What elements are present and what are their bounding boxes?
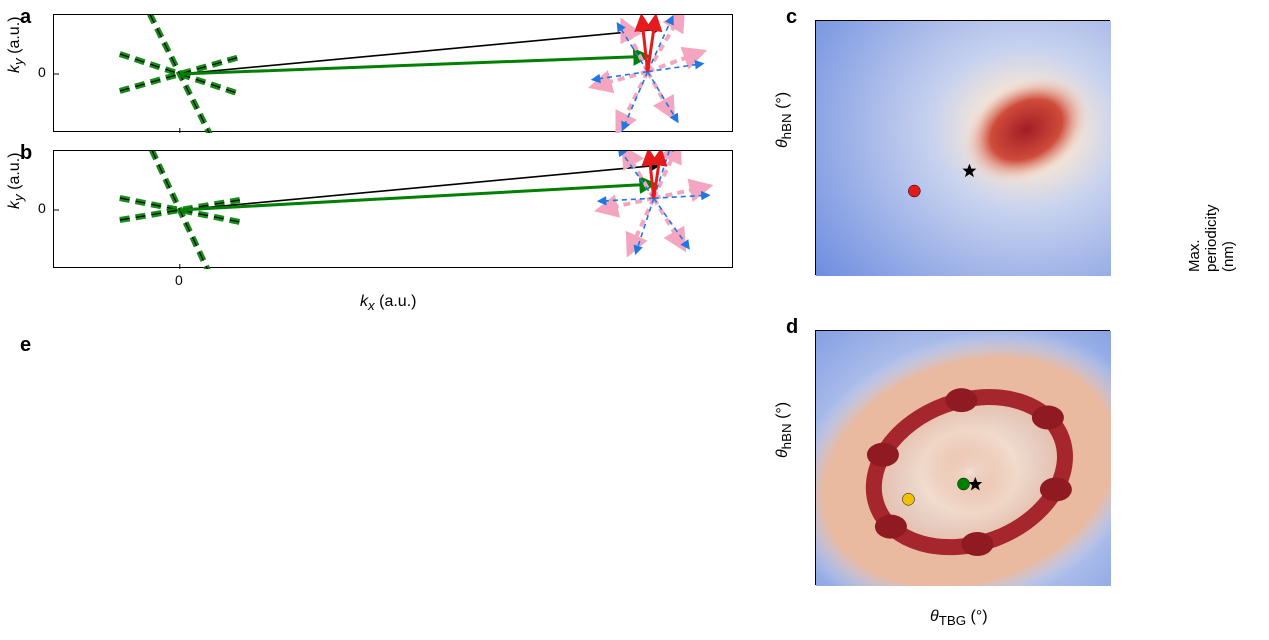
panel-c-ylabel: θhBN (°) bbox=[774, 92, 794, 148]
panel-d-xlabel: θTBG (°) bbox=[930, 608, 988, 628]
colorbar-title: Max. periodicity (nm) bbox=[1186, 189, 1237, 272]
cmap-max: Max bbox=[168, 522, 193, 537]
panel-c-frame bbox=[815, 20, 1110, 275]
cmap-min: Min bbox=[92, 522, 113, 537]
panel-b-ylabel: ky (a.u.) bbox=[6, 153, 26, 209]
thumb-1 bbox=[290, 358, 505, 573]
panel-d-ylabel: θhBN (°) bbox=[774, 402, 794, 458]
label-d: d bbox=[786, 316, 798, 339]
panel-a-svg bbox=[54, 15, 734, 133]
colorbar bbox=[1122, 20, 1142, 275]
panel-b-ytick: 0 bbox=[38, 200, 46, 216]
panel-d-frame bbox=[815, 330, 1110, 585]
panel-a-frame bbox=[53, 14, 733, 132]
xtick-ab: 0 bbox=[175, 272, 183, 288]
panel-c-svg bbox=[816, 21, 1111, 276]
label-c: c bbox=[786, 6, 797, 29]
panel-b-frame bbox=[53, 150, 733, 268]
panel-a-ytick: 0 bbox=[38, 64, 46, 80]
xlabel-ab: kx (a.u.) bbox=[360, 293, 416, 313]
label-e: e bbox=[20, 334, 31, 357]
panel-e-cmap bbox=[82, 540, 202, 552]
panel-b-svg bbox=[54, 151, 734, 269]
panel-a-ylabel: ky (a.u.) bbox=[6, 17, 26, 73]
panel-d-svg bbox=[816, 331, 1111, 586]
thumb-2 bbox=[527, 358, 742, 573]
